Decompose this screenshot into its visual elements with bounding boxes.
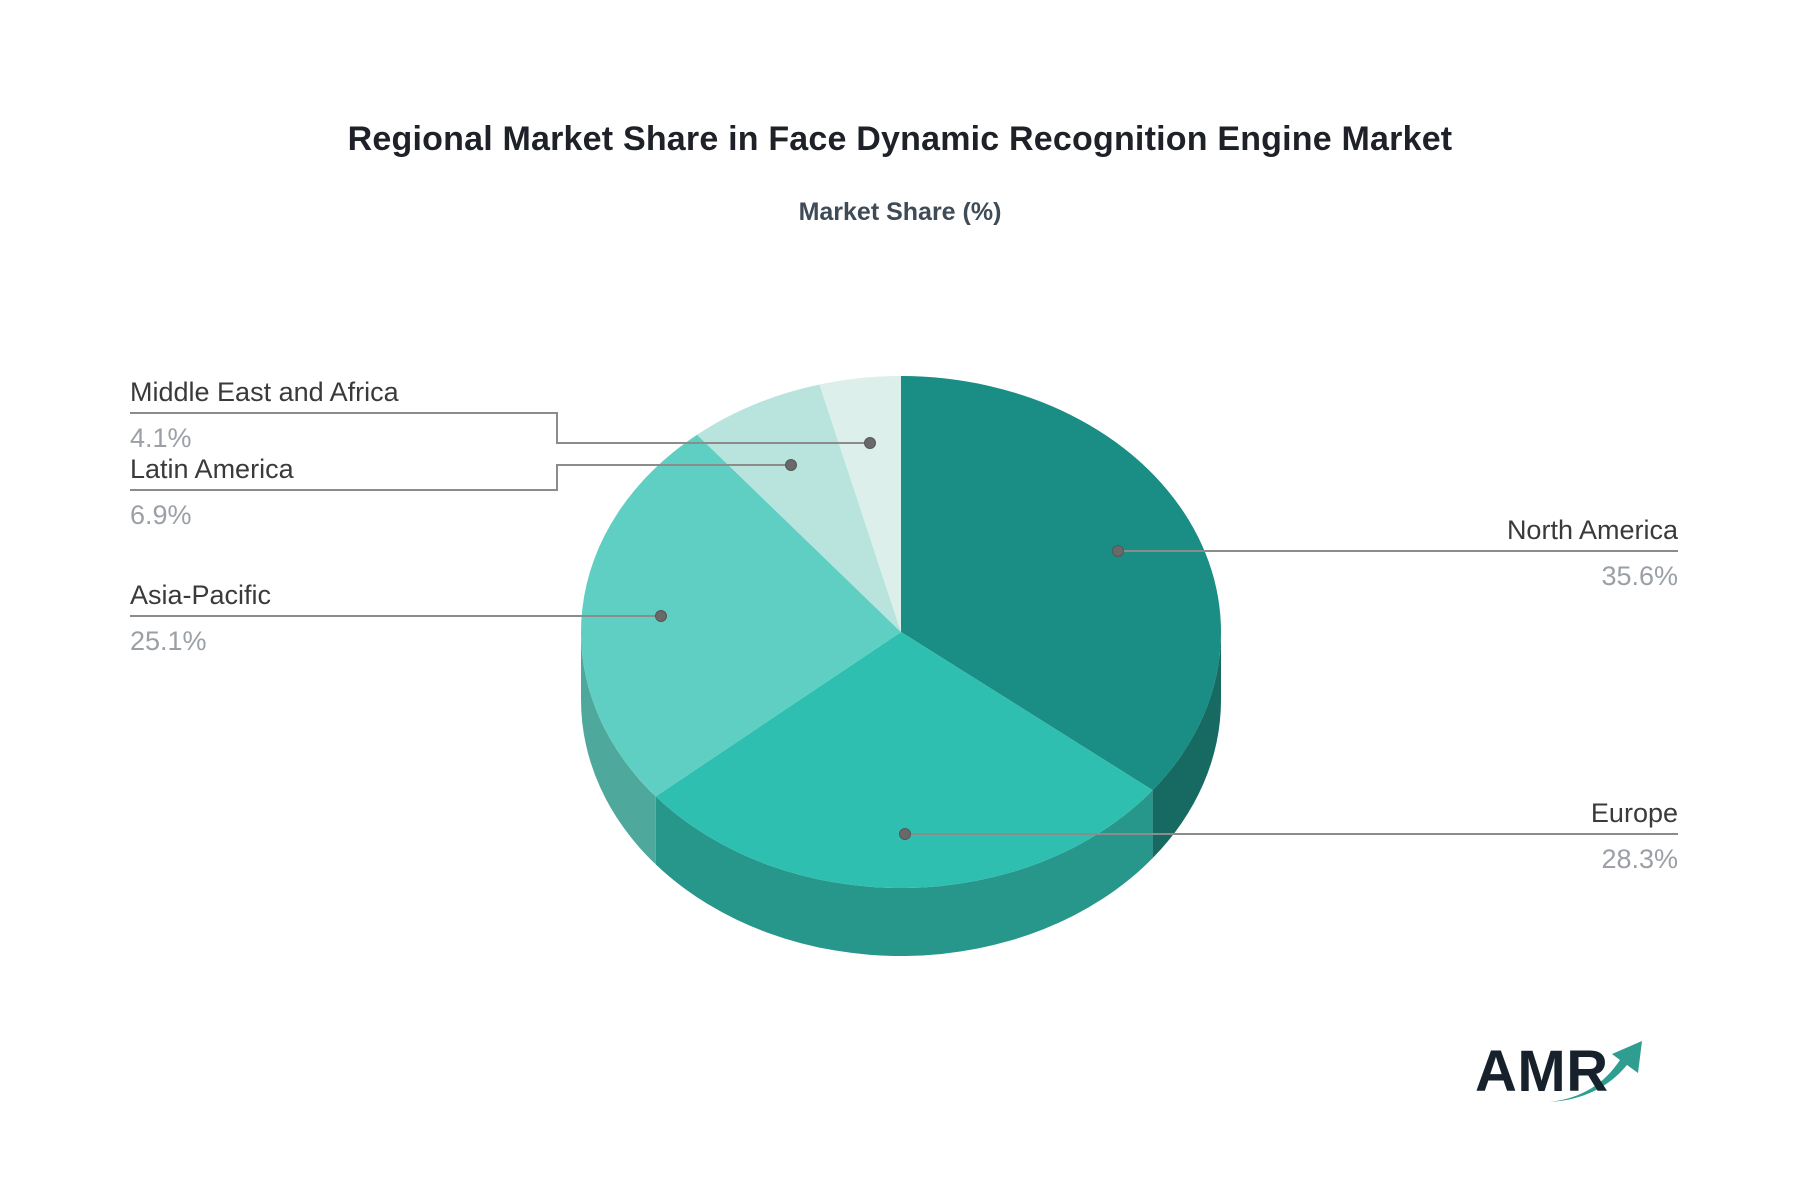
leader-dot-north-america (1112, 545, 1124, 557)
callout-label-europe: Europe (1590, 798, 1678, 828)
pie-3d-sides (581, 632, 1221, 956)
callout-value-asia-pacific: 25.1% (130, 626, 207, 656)
pie-slice-europe[interactable] (655, 632, 1153, 888)
callout-value-north-america: 35.6% (1601, 561, 1678, 591)
leader-lines (130, 412, 1678, 840)
chart-subtitle: Market Share (%) (798, 198, 1002, 226)
logo-arrow-icon (1550, 1041, 1642, 1102)
pie-slice-side-north-america (1152, 632, 1221, 859)
pie-slice-side-europe (655, 790, 1153, 956)
callout-label-middle-east-and-africa: Middle East and Africa (130, 377, 399, 407)
callout-value-europe: 28.3% (1601, 844, 1678, 874)
leader-dot-middle-east-and-africa (864, 437, 876, 449)
leader-line-middle-east-and-africa (130, 412, 870, 444)
leader-dot-asia-pacific (655, 610, 667, 622)
callout-label-latin-america: Latin America (130, 454, 294, 484)
pie-slice-side-asia-pacific (581, 632, 656, 865)
pie-slice-latin-america[interactable] (697, 384, 901, 632)
pie-slice-asia-pacific[interactable] (580, 434, 901, 797)
logo: AMR (1475, 1038, 1675, 1118)
callout-label-north-america: North America (1506, 515, 1678, 545)
pie-slice-middle-east-and-africa[interactable] (819, 376, 901, 632)
leader-dot-latin-america (785, 459, 797, 471)
pie-slices (580, 376, 1221, 888)
pie-slice-north-america[interactable] (901, 376, 1221, 791)
leader-dot-europe (899, 828, 911, 840)
callout-label-asia-pacific: Asia-Pacific (130, 580, 272, 610)
leader-line-latin-america (130, 464, 791, 491)
chart-title: Regional Market Share in Face Dynamic Re… (347, 120, 1453, 158)
logo-text: AMR (1475, 1039, 1609, 1104)
callout-value-middle-east-and-africa: 4.1% (130, 423, 192, 453)
callout-value-latin-america: 6.9% (130, 500, 192, 530)
